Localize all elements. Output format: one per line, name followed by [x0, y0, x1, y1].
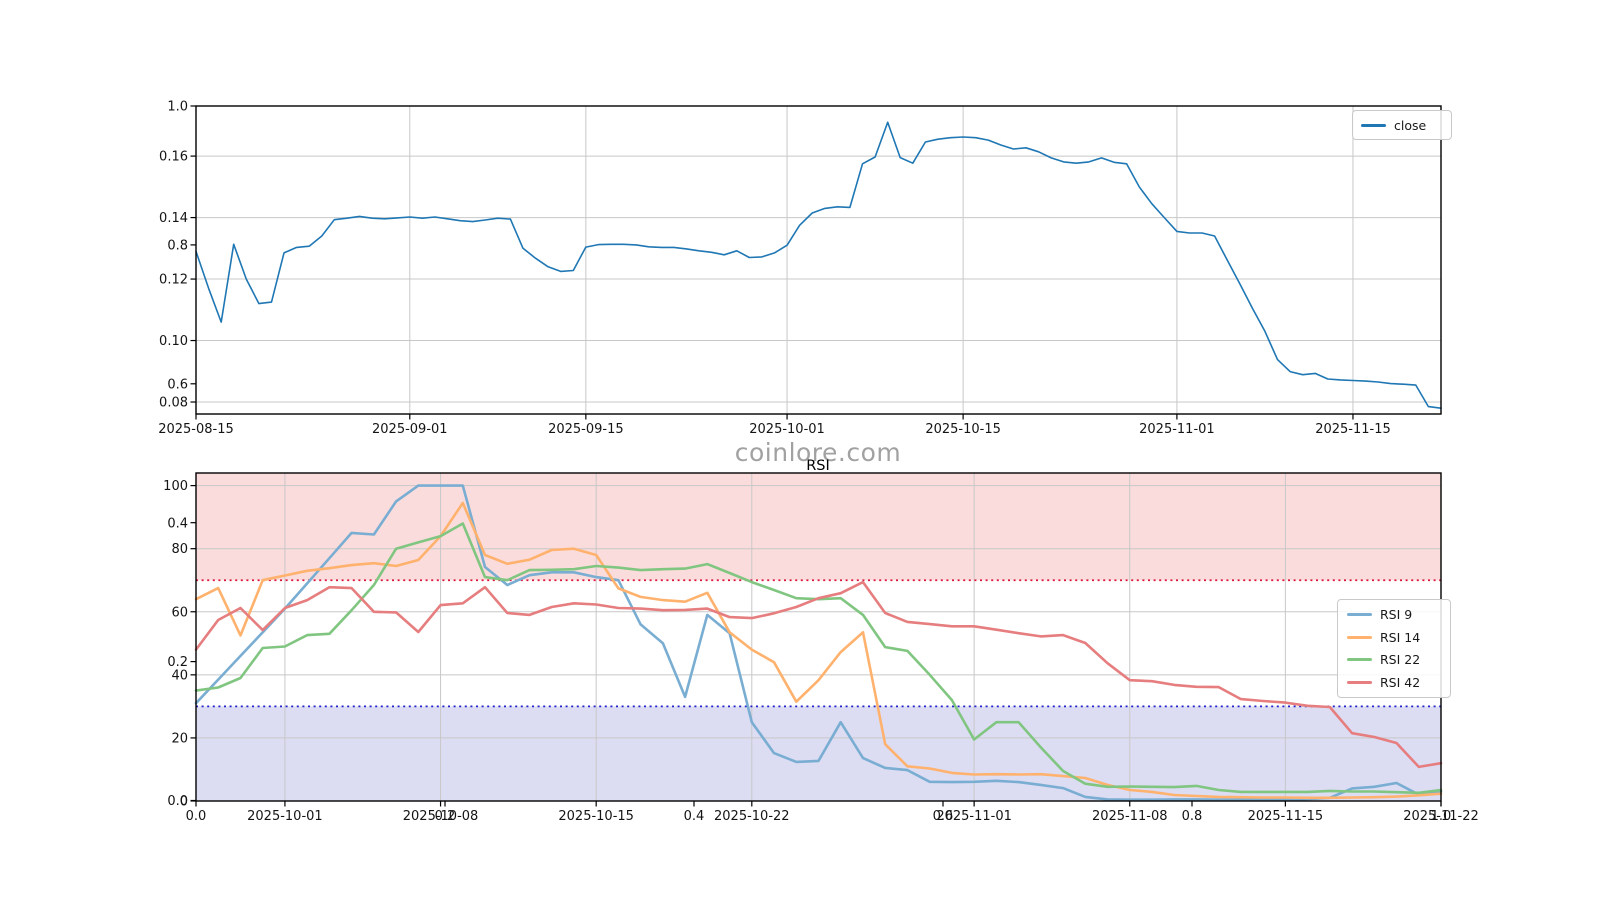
rsi-9-legend-swatch — [1347, 613, 1372, 616]
x-tick-label: 2025-09-15 — [548, 422, 624, 437]
close-legend-label: close — [1394, 117, 1427, 133]
rsi-22-legend-swatch — [1347, 658, 1372, 661]
x-tick-label: 2025-10-15 — [925, 422, 1001, 437]
y-tick-label: 100 — [163, 479, 188, 494]
overbought-band — [196, 473, 1441, 581]
overlay-y-tick-label: 0.6 — [167, 377, 188, 392]
rsi-42-line — [194, 580, 1443, 769]
y-tick-label: 0.10 — [159, 334, 188, 349]
close-legend-swatch — [1361, 123, 1386, 127]
rsi-panel-title: RSI — [806, 458, 830, 474]
overlay-x-tick-label: 0.4 — [684, 809, 705, 824]
rsi-42-legend-label: RSI 42 — [1380, 674, 1421, 690]
x-tick-label: 2025-08-15 — [158, 422, 234, 437]
close-line — [195, 121, 1442, 410]
x-tick-label: 2025-11-15 — [1248, 809, 1324, 824]
x-tick-label: 2025-10-01 — [247, 809, 323, 824]
y-tick-label: 40 — [171, 668, 188, 683]
x-tick-label: 2025-10-08 — [403, 809, 479, 824]
overlay-x-tick-label: 1.0 — [1431, 809, 1452, 824]
overlay-y-tick-label: 1.0 — [167, 100, 188, 115]
y-tick-label: 0.12 — [159, 273, 188, 288]
overlay-x-tick-label: 0.8 — [1182, 809, 1203, 824]
y-tick-label: 80 — [171, 542, 188, 557]
rsi-42-legend-swatch — [1347, 680, 1372, 684]
y-tick-label: 0.16 — [159, 150, 188, 165]
x-tick-label: 2025-11-22 — [1403, 809, 1479, 824]
watermark: coinlore.com — [734, 438, 902, 467]
x-tick-label: 2025-11-01 — [936, 809, 1012, 824]
y-tick-label: 0.08 — [159, 396, 188, 411]
overlay-x-tick-label: 0.0 — [186, 809, 207, 824]
axis-spine — [195, 105, 1442, 415]
rsi-legend-entry: RSI 42 — [1347, 675, 1441, 690]
rsi-14-legend-label: RSI 14 — [1380, 629, 1421, 645]
y-tick-label: 0.14 — [159, 211, 188, 226]
close-legend: close — [1352, 110, 1452, 140]
overlay-x-tick-label: 0.6 — [933, 809, 954, 824]
x-tick-label: 2025-11-15 — [1315, 422, 1391, 437]
rsi-9-line — [194, 484, 1443, 802]
x-tick-label: 2025-10-15 — [558, 809, 634, 824]
x-tick-label: 2025-11-01 — [1139, 422, 1215, 437]
rsi-legend: RSI 9 RSI 14 RSI 22 RSI 42 — [1337, 599, 1451, 698]
overlay-y-tick-label: 0.4 — [167, 516, 188, 531]
y-tick-label: 60 — [171, 605, 188, 620]
x-tick-label: 2025-10-01 — [749, 422, 825, 437]
rsi-22-legend-label: RSI 22 — [1380, 652, 1421, 667]
rsi-9-legend-label: RSI 9 — [1380, 607, 1413, 622]
rsi-legend-entry: RSI 22 — [1347, 652, 1441, 667]
overlay-y-tick-label: 0.8 — [167, 238, 188, 253]
rsi-legend-entry: RSI 9 — [1347, 607, 1441, 622]
overlay-y-tick-label: 0.0 — [167, 794, 188, 809]
rsi-14-line — [194, 501, 1443, 800]
x-tick-label: 2025-11-08 — [1092, 809, 1168, 824]
rsi-14-legend-swatch — [1347, 635, 1372, 639]
y-tick-label: 0 — [180, 795, 188, 810]
y-tick-label: 20 — [171, 731, 188, 746]
rsi-legend-entry: RSI 14 — [1347, 630, 1441, 645]
x-tick-label: 2025-09-01 — [372, 422, 448, 437]
x-tick-label: 2025-10-22 — [714, 809, 790, 824]
overlay-y-tick-label: 0.2 — [167, 655, 188, 670]
overlay-x-tick-label: 0.2 — [435, 809, 456, 824]
oversold-band — [196, 706, 1441, 801]
